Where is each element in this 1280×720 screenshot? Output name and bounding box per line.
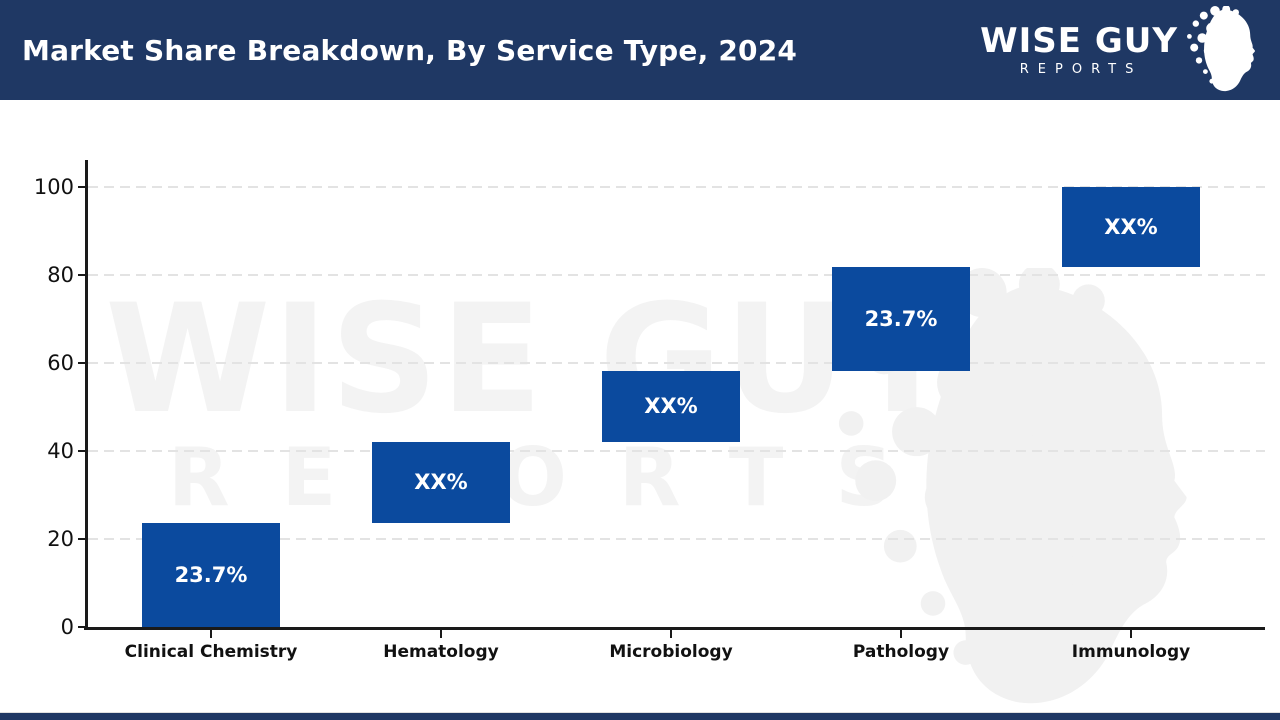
logo-text: WISE GUY REPORTS bbox=[980, 24, 1178, 76]
x-tick-label-microbiology: Microbiology bbox=[609, 642, 733, 662]
y-tick-0 bbox=[78, 626, 86, 628]
footer-divider bbox=[0, 712, 1280, 713]
bar-microbiology: XX% bbox=[602, 370, 740, 442]
x-tick-immunology bbox=[1130, 630, 1132, 638]
gridline-100 bbox=[88, 186, 1265, 188]
y-tick-label-60: 60 bbox=[47, 351, 74, 375]
y-tick-label-0: 0 bbox=[60, 615, 74, 639]
x-tick-hematology bbox=[440, 630, 442, 638]
gridline-60 bbox=[88, 362, 1265, 364]
y-tick-label-20: 20 bbox=[47, 527, 74, 551]
footer-bar bbox=[0, 713, 1280, 720]
header-bar: Market Share Breakdown, By Service Type,… bbox=[0, 0, 1280, 100]
logo-subtitle: REPORTS bbox=[1019, 62, 1143, 77]
y-axis-line bbox=[85, 160, 88, 630]
gridline-20 bbox=[88, 538, 1265, 540]
x-tick-label-immunology: Immunology bbox=[1071, 642, 1191, 662]
bar-value-label: 23.7% bbox=[174, 562, 248, 587]
bar-value-label: XX% bbox=[644, 394, 698, 419]
y-tick-60 bbox=[78, 362, 86, 364]
plot-area: WISE GUY REPORTS 0 20 40 60 80 100 23.7% Clinic… bbox=[0, 100, 1280, 713]
y-tick-20 bbox=[78, 538, 86, 540]
chart-title: Market Share Breakdown, By Service Type,… bbox=[22, 33, 798, 67]
y-tick-80 bbox=[78, 274, 86, 276]
watermark-wordmark: WISE GUY bbox=[105, 273, 959, 447]
gridline-40 bbox=[88, 450, 1265, 452]
bar-clinical-chemistry: 23.7% bbox=[142, 522, 280, 627]
logo-wordmark: WISE GUY bbox=[980, 21, 1178, 61]
y-tick-label-40: 40 bbox=[47, 439, 74, 463]
x-tick-clinical-chemistry bbox=[210, 630, 212, 638]
logo-face-icon bbox=[1187, 6, 1255, 92]
x-tick-label-pathology: Pathology bbox=[852, 642, 950, 662]
x-tick-pathology bbox=[900, 630, 902, 638]
wise-guy-logo: WISE GUY REPORTS bbox=[980, 6, 1266, 94]
x-tick-microbiology bbox=[670, 630, 672, 638]
x-tick-label-hematology: Hematology bbox=[383, 642, 499, 662]
bar-value-label: 23.7% bbox=[864, 306, 938, 331]
y-tick-40 bbox=[78, 450, 86, 452]
bar-value-label: XX% bbox=[1104, 214, 1158, 239]
gridline-80 bbox=[88, 274, 1265, 276]
bar-immunology: XX% bbox=[1062, 187, 1200, 267]
bar-value-label: XX% bbox=[414, 470, 468, 495]
bar-hematology: XX% bbox=[372, 441, 510, 523]
y-tick-label-100: 100 bbox=[33, 175, 74, 199]
bar-pathology: 23.7% bbox=[832, 266, 970, 371]
y-tick-label-80: 80 bbox=[47, 263, 74, 287]
x-tick-label-clinical-chemistry: Clinical Chemistry bbox=[124, 642, 298, 662]
x-axis-line bbox=[84, 627, 1265, 630]
y-tick-100 bbox=[78, 186, 86, 188]
